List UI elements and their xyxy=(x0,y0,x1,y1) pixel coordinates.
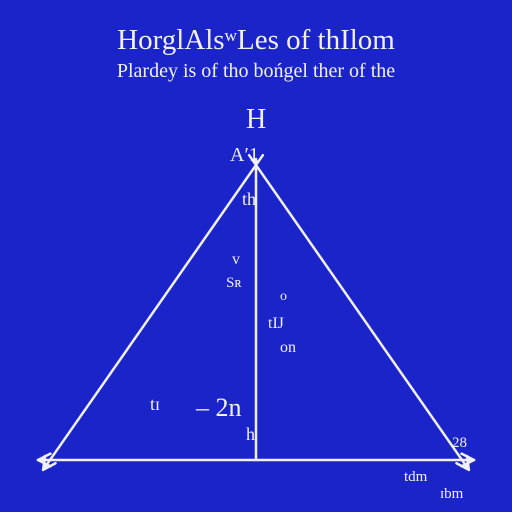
label-dash2n: – 2n xyxy=(196,395,242,421)
label-o: o xyxy=(280,290,287,304)
label-v: v xyxy=(232,252,240,268)
label-h: h xyxy=(246,425,255,443)
label-tl2: tɪ xyxy=(150,395,160,413)
label-tdm: tdm xyxy=(404,470,427,485)
label-r28: 28 xyxy=(452,436,467,451)
label-lbm: ɪbm xyxy=(440,487,463,502)
label-A1: A′1 xyxy=(230,145,259,165)
triangle-diagram xyxy=(0,0,512,512)
label-tl: tĲ xyxy=(268,316,284,332)
label-th: th xyxy=(242,190,256,208)
label-sr: Sʀ xyxy=(226,276,242,291)
label-H: H xyxy=(246,106,266,134)
label-on: on xyxy=(280,340,296,356)
